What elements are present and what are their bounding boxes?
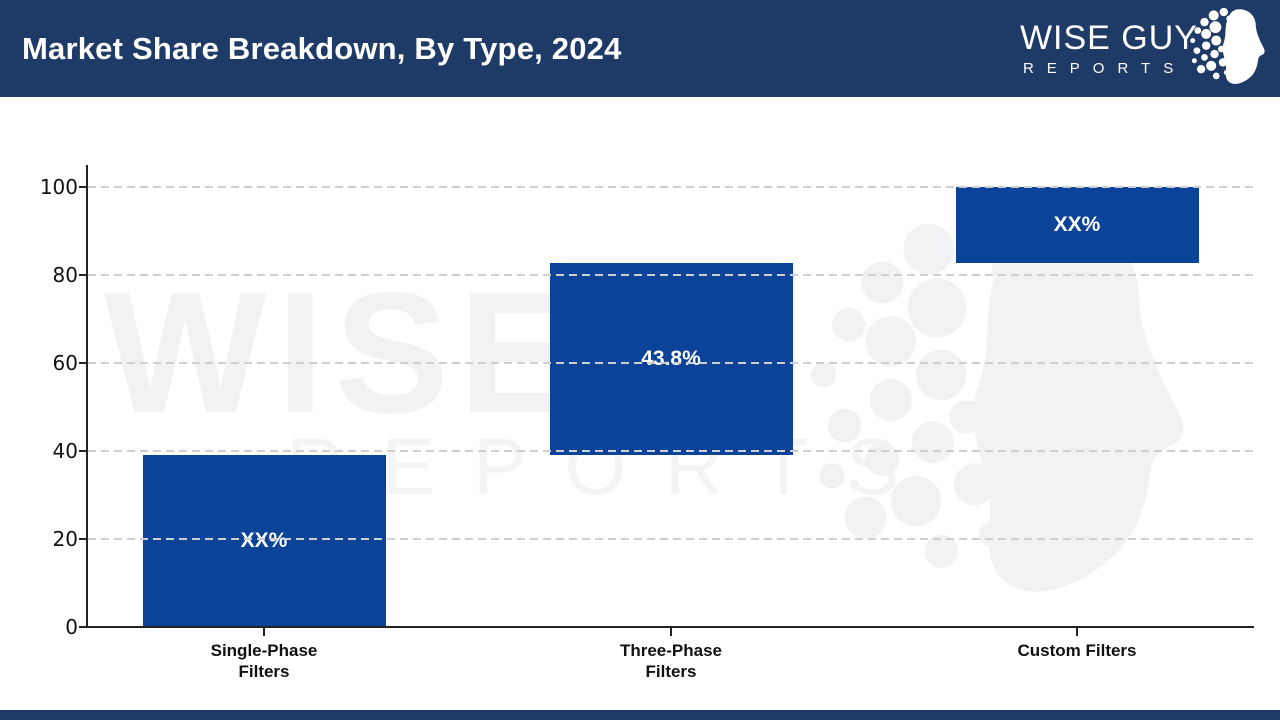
x-category-label: Custom Filters [1017, 641, 1137, 660]
dotted-head-icon [1190, 7, 1265, 84]
x-tick-mark [670, 628, 672, 636]
y-tick-label: 20 [52, 527, 78, 551]
gridline [88, 362, 1253, 364]
y-tick-label: 100 [39, 175, 78, 199]
x-tick-mark [1076, 628, 1078, 636]
brand-logo: WISE GUY REPORTS [1020, 4, 1270, 94]
x-axis-line [86, 626, 1254, 628]
header: Market Share Breakdown, By Type, 2024 WI… [0, 0, 1280, 97]
x-category-label: Single-Phase Filters [210, 641, 318, 681]
gridline [88, 450, 1253, 452]
gridline [88, 538, 1253, 540]
x-category-label: Three-Phase Filters [619, 641, 723, 681]
y-tick-label: 0 [65, 615, 78, 639]
y-tick-mark [79, 626, 88, 628]
y-tick-mark [79, 362, 88, 364]
y-tick-mark [79, 538, 88, 540]
footer-bar [0, 710, 1280, 720]
y-tick-mark [79, 186, 88, 188]
y-tick-label: 40 [52, 439, 78, 463]
bar-value-label: XX% [240, 529, 288, 553]
gridline [88, 274, 1253, 276]
y-tick-label: 80 [52, 263, 78, 287]
y-tick-mark [79, 274, 88, 276]
x-tick-mark [263, 628, 265, 636]
bar-segment: 43.8% [549, 262, 793, 456]
bar-segment: XX% [955, 187, 1199, 263]
brand-name: WISE GUY [1019, 18, 1198, 57]
bar-segment: XX% [142, 455, 386, 627]
y-axis-line [86, 165, 88, 628]
y-tick-mark [79, 450, 88, 452]
bar-value-label: 43.8% [641, 347, 701, 371]
brand-wordmark: WISE GUY REPORTS [1020, 21, 1198, 77]
brand-subtitle: REPORTS [1022, 59, 1187, 77]
page-title: Market Share Breakdown, By Type, 2024 [22, 30, 622, 66]
gridline [88, 186, 1253, 188]
bar-value-label: XX% [1053, 212, 1101, 236]
y-tick-label: 60 [52, 351, 78, 375]
